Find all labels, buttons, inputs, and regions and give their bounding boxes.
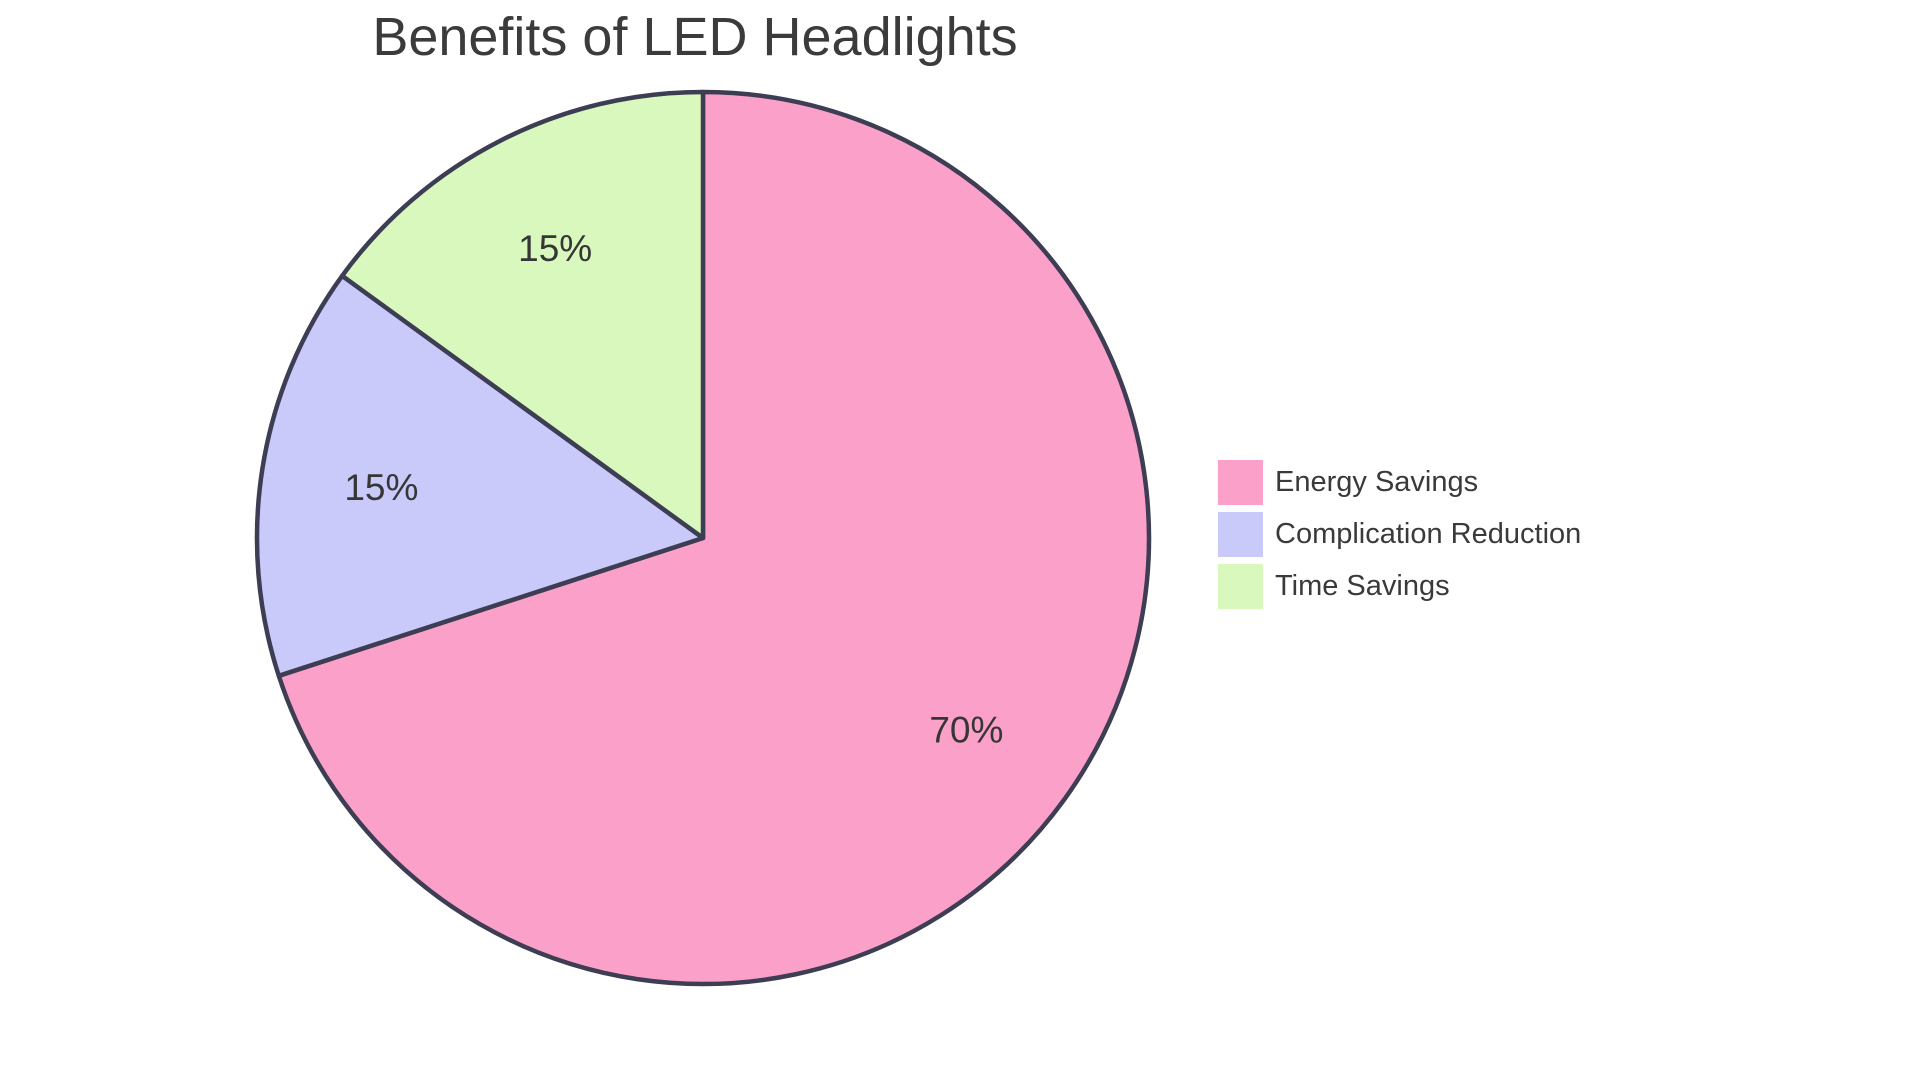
legend-swatch-energy-savings xyxy=(1218,460,1263,505)
chart-title: Benefits of LED Headlights xyxy=(372,7,1018,67)
legend-label-energy-savings: Energy Savings xyxy=(1275,466,1479,498)
slice-percent-label-energy-savings: 70% xyxy=(929,709,1003,750)
legend-item-energy-savings[interactable]: Energy Savings xyxy=(1218,460,1581,505)
pie-slice-complication-reduction[interactable] xyxy=(254,273,706,679)
slice-percent-label-time-savings: 15% xyxy=(518,228,592,269)
legend: Energy Savings Complication Reduction Time… xyxy=(1218,460,1581,616)
legend-swatch-time-savings xyxy=(1218,564,1263,609)
legend-swatch-complication-reduction xyxy=(1218,512,1263,557)
slice-percent-label-complication-reduction: 15% xyxy=(344,467,418,508)
legend-label-complication-reduction: Complication Reduction xyxy=(1275,518,1582,550)
legend-item-time-savings[interactable]: Time Savings xyxy=(1218,564,1581,609)
legend-label-time-savings: Time Savings xyxy=(1275,570,1450,602)
pie-slice-time-savings[interactable] xyxy=(339,89,706,541)
legend-item-complication-reduction[interactable]: Complication Reduction xyxy=(1218,512,1581,557)
pie-slice-energy-savings[interactable] xyxy=(276,89,1152,987)
